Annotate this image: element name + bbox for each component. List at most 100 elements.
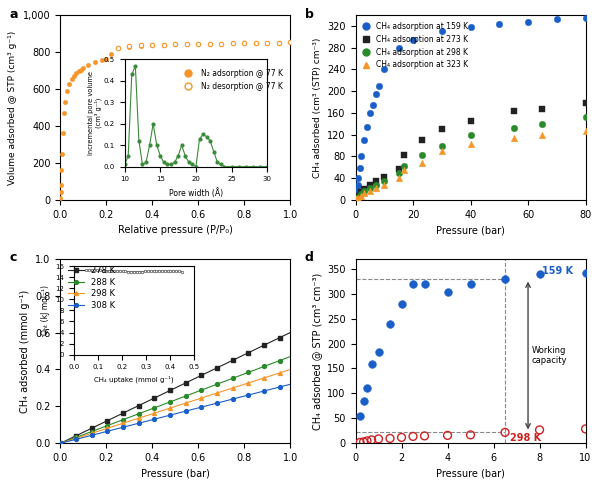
Point bbox=[408, 36, 418, 43]
308 K bbox=[104, 429, 111, 434]
288 K bbox=[187, 391, 194, 397]
Point bbox=[535, 426, 544, 434]
Text: d: d bbox=[305, 251, 314, 264]
288 K bbox=[266, 361, 273, 367]
278 K bbox=[166, 388, 173, 393]
298 K bbox=[98, 427, 106, 433]
Point bbox=[394, 44, 403, 52]
Point bbox=[351, 195, 361, 203]
Text: 159 K: 159 K bbox=[542, 266, 573, 276]
308 K bbox=[77, 435, 85, 441]
298 K bbox=[67, 437, 74, 443]
298 K bbox=[172, 404, 179, 410]
298 K bbox=[151, 410, 158, 416]
278 K bbox=[287, 330, 294, 336]
Point bbox=[379, 181, 389, 189]
288 K bbox=[287, 354, 294, 359]
298 K bbox=[260, 375, 268, 381]
308 K bbox=[161, 413, 169, 419]
278 K bbox=[245, 350, 252, 356]
278 K bbox=[229, 357, 236, 363]
Line: 278 K: 278 K bbox=[58, 331, 292, 445]
Point bbox=[466, 141, 475, 149]
Point bbox=[500, 275, 510, 282]
Point bbox=[351, 195, 361, 203]
288 K bbox=[135, 411, 142, 417]
298 K bbox=[130, 417, 137, 423]
Point bbox=[367, 436, 376, 444]
278 K bbox=[172, 385, 179, 391]
308 K bbox=[208, 401, 215, 407]
308 K bbox=[235, 395, 242, 401]
288 K bbox=[140, 409, 148, 415]
Point bbox=[351, 195, 361, 203]
278 K bbox=[182, 380, 190, 386]
298 K bbox=[93, 429, 100, 434]
298 K bbox=[77, 434, 85, 440]
Y-axis label: Volume adsorbed @ STP (cm³ g⁻¹): Volume adsorbed @ STP (cm³ g⁻¹) bbox=[8, 30, 17, 185]
298 K bbox=[245, 380, 252, 386]
288 K bbox=[203, 385, 210, 391]
308 K bbox=[125, 423, 132, 429]
Point bbox=[365, 181, 374, 188]
288 K bbox=[146, 407, 153, 413]
Point bbox=[353, 174, 363, 182]
298 K bbox=[83, 432, 90, 438]
Point bbox=[371, 185, 380, 192]
298 K bbox=[166, 405, 173, 411]
Point bbox=[494, 20, 504, 28]
308 K bbox=[198, 404, 205, 410]
288 K bbox=[98, 425, 106, 431]
Point bbox=[379, 66, 389, 74]
Point bbox=[581, 269, 590, 277]
Point bbox=[443, 288, 452, 296]
Point bbox=[351, 195, 361, 203]
298 K bbox=[235, 383, 242, 389]
308 K bbox=[151, 416, 158, 422]
Line: 308 K: 308 K bbox=[58, 382, 292, 445]
Point bbox=[437, 28, 446, 36]
Point bbox=[365, 184, 374, 192]
298 K bbox=[56, 440, 64, 446]
Point bbox=[538, 105, 547, 112]
298 K bbox=[187, 398, 194, 404]
Point bbox=[367, 359, 376, 367]
Point bbox=[394, 169, 403, 177]
288 K bbox=[130, 413, 137, 419]
Point bbox=[355, 165, 365, 172]
278 K bbox=[260, 342, 268, 348]
288 K bbox=[119, 417, 127, 423]
298 K bbox=[73, 435, 80, 441]
Point bbox=[371, 90, 380, 98]
Point bbox=[509, 134, 518, 142]
308 K bbox=[287, 381, 294, 387]
288 K bbox=[67, 436, 74, 442]
Point bbox=[351, 195, 361, 203]
308 K bbox=[98, 430, 106, 435]
308 K bbox=[93, 431, 100, 437]
Point bbox=[394, 174, 403, 182]
288 K bbox=[172, 397, 179, 403]
288 K bbox=[151, 405, 158, 411]
Point bbox=[351, 195, 361, 203]
Point bbox=[374, 348, 383, 356]
288 K bbox=[56, 440, 64, 446]
278 K bbox=[156, 393, 163, 398]
Point bbox=[417, 159, 427, 167]
Point bbox=[359, 187, 369, 195]
Point bbox=[408, 280, 418, 287]
Point bbox=[359, 397, 368, 405]
288 K bbox=[198, 387, 205, 393]
288 K bbox=[161, 401, 169, 407]
288 K bbox=[125, 415, 132, 421]
Point bbox=[538, 120, 547, 128]
Point bbox=[365, 187, 374, 194]
308 K bbox=[119, 424, 127, 430]
278 K bbox=[135, 403, 142, 409]
Point bbox=[400, 162, 409, 170]
Point bbox=[500, 429, 510, 436]
Point bbox=[509, 124, 518, 131]
Point bbox=[379, 173, 389, 181]
278 K bbox=[219, 362, 226, 368]
Point bbox=[385, 319, 395, 327]
